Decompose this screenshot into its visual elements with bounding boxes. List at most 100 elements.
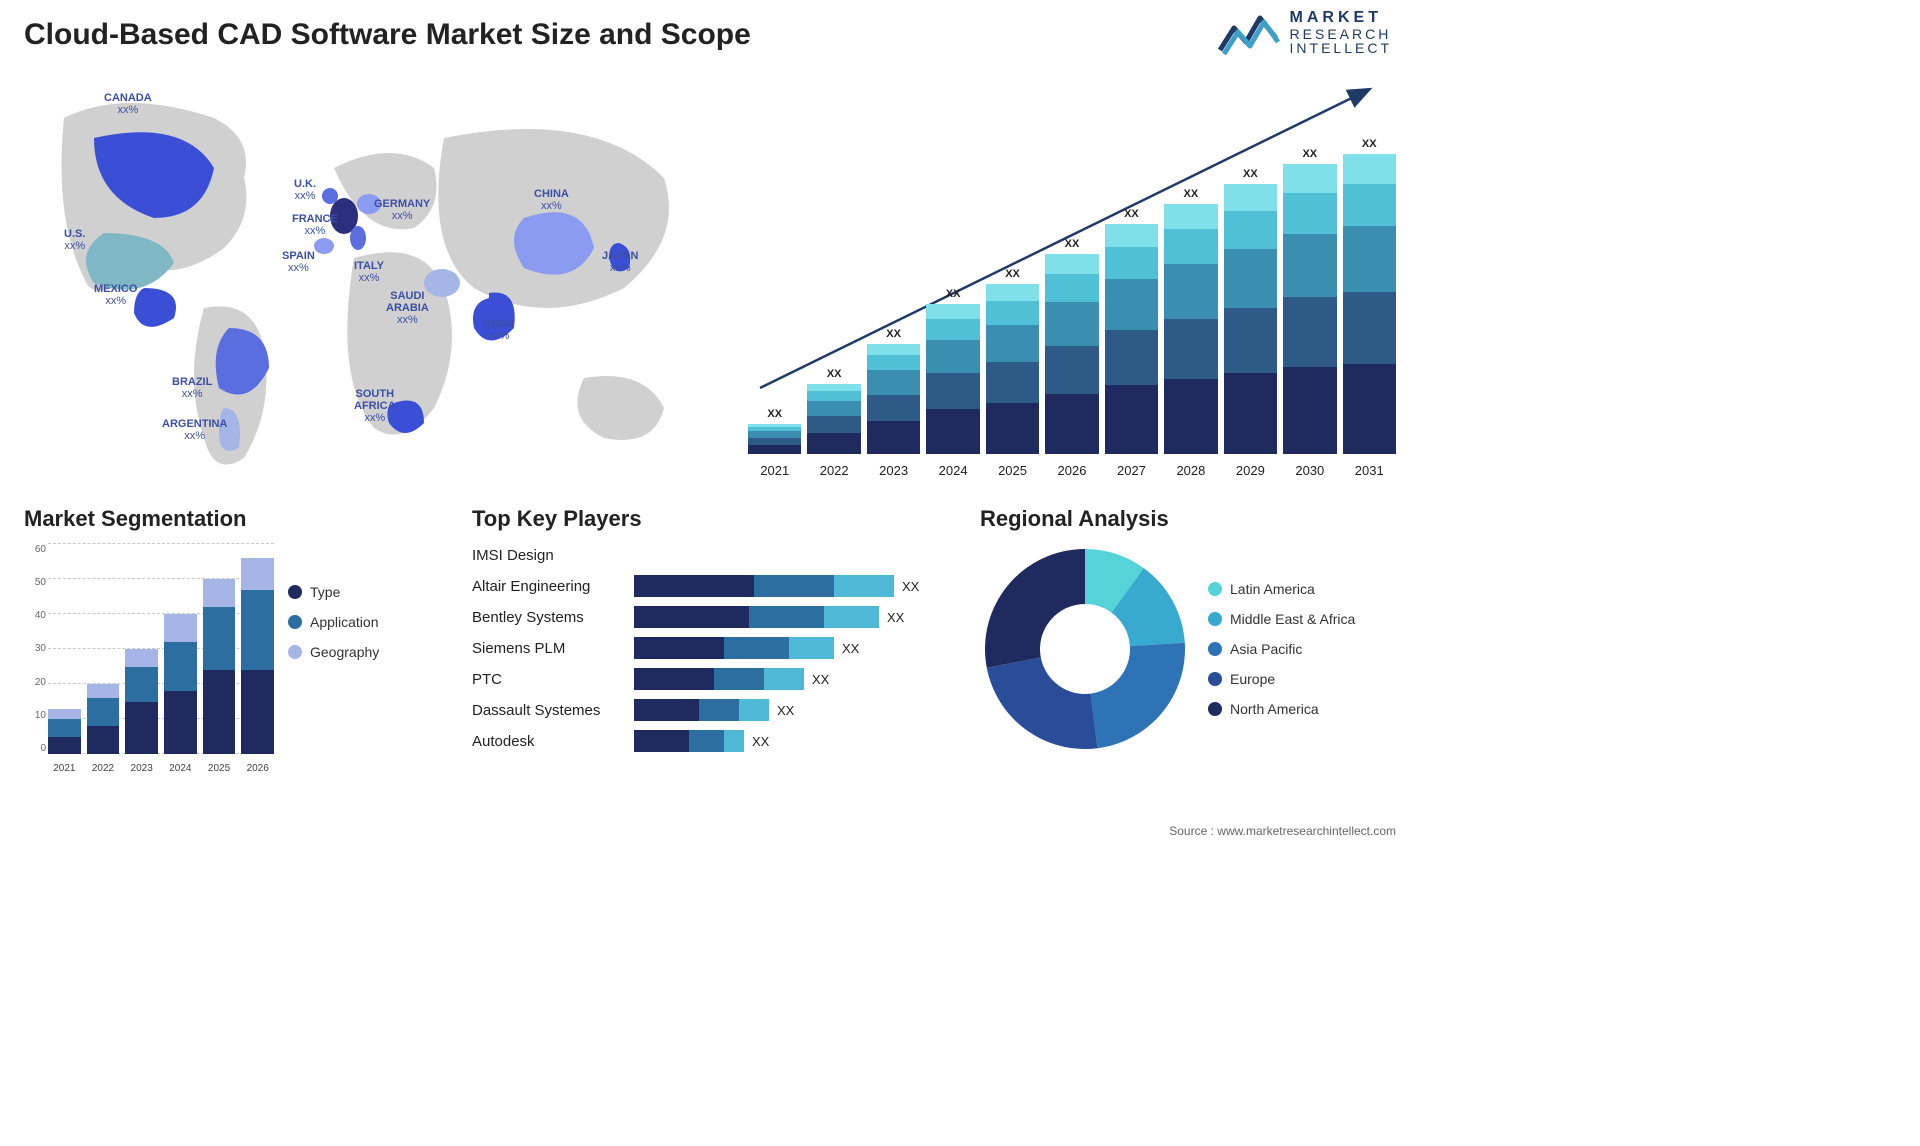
legend-item: Application [288,614,454,630]
player-name: IMSI Design [472,544,622,566]
regional-title: Regional Analysis [980,506,1396,532]
growth-year-label: 2028 [1164,463,1217,478]
player-bar-value: XX [887,610,904,625]
map-label: FRANCExx% [292,213,338,237]
map-label: MEXICOxx% [94,283,137,307]
growth-bar-value: XX [1065,238,1080,250]
legend-item: Type [288,584,454,600]
segmentation-legend: Type Application Geography [288,544,454,774]
map-label: GERMANYxx% [374,198,430,222]
segmentation-panel: Market Segmentation 0102030405060 202120… [24,506,454,774]
growth-chart: XX XX XX XX XX XX XX XX XX XX XX 2021 2022 2023 2024 2… [748,78,1396,478]
map-label: CANADAxx% [104,92,152,116]
key-players-title: Top Key Players [472,506,962,532]
growth-year-label: 2023 [867,463,920,478]
growth-bar-value: XX [767,408,782,420]
source-label: Source : www.marketresearchintellect.com [1169,824,1396,838]
legend-item: Latin America [1208,581,1396,597]
player-bar-value: XX [777,703,794,718]
map-label: SOUTHAFRICAxx% [354,388,396,424]
growth-bar: XX [926,288,979,454]
logo-mark-icon [1218,10,1280,56]
donut-slice [1091,643,1185,748]
legend-item: Geography [288,644,454,660]
legend-item: North America [1208,701,1396,717]
growth-bar: XX [867,328,920,454]
player-bar-value: XX [902,579,919,594]
segmentation-bar [48,709,81,755]
player-bar: XX [634,606,962,628]
player-bar-value: XX [752,734,769,749]
growth-bar: XX [1105,208,1158,454]
player-bar-value: XX [842,641,859,656]
growth-year-label: 2022 [807,463,860,478]
growth-bar-value: XX [886,328,901,340]
player-name: Dassault Systemes [472,699,622,721]
brand-logo: MARKET RESEARCH INTELLECT [1218,10,1392,56]
growth-bar: XX [986,268,1039,454]
growth-bar-value: XX [946,288,961,300]
growth-bar: XX [1045,238,1098,454]
growth-bar-value: XX [1243,168,1258,180]
player-bar [634,544,962,566]
segmentation-bar [203,579,236,754]
player-name: Autodesk [472,730,622,752]
segmentation-bar [125,649,158,754]
player-name: PTC [472,668,622,690]
growth-year-label: 2029 [1224,463,1277,478]
regional-legend: Latin America Middle East & Africa Asia Pa… [1208,581,1396,717]
map-label: CHINAxx% [534,188,569,212]
legend-item: Europe [1208,671,1396,687]
map-label: SAUDIARABIAxx% [386,290,429,326]
map-label: U.K.xx% [294,178,316,202]
map-label: JAPANxx% [602,250,638,274]
key-players-labels: IMSI Design Altair Engineering Bentley Sys… [472,544,622,752]
player-bar-value: XX [812,672,829,687]
player-name: Siemens PLM [472,637,622,659]
segmentation-bar [164,614,197,754]
growth-year-label: 2026 [1045,463,1098,478]
growth-bar: XX [1283,148,1336,454]
player-bar: XX [634,637,962,659]
growth-xaxis: 2021202220232024202520262027202820292030… [748,463,1396,478]
donut-slice [985,549,1085,668]
donut-slice [987,657,1098,749]
growth-bar: XX [748,408,801,454]
world-map-panel: CANADAxx% U.S.xx% MEXICOxx% BRAZILxx% ARGENT… [24,78,724,478]
segmentation-bar [87,684,120,754]
growth-bar-value: XX [1184,188,1199,200]
player-name: Bentley Systems [472,606,622,628]
growth-year-label: 2031 [1343,463,1396,478]
growth-bar-value: XX [1302,148,1317,160]
player-name: Altair Engineering [472,575,622,597]
growth-bar: XX [1343,138,1396,454]
page-title: Cloud-Based CAD Software Market Size and… [24,18,1396,52]
player-bar: XX [634,668,962,690]
legend-item: Middle East & Africa [1208,611,1396,627]
map-label: U.S.xx% [64,228,85,252]
regional-donut-chart [980,544,1190,754]
growth-bar: XX [1164,188,1217,454]
regional-panel: Regional Analysis Latin America Middle Ea… [980,506,1396,774]
growth-bar: XX [807,368,860,454]
growth-year-label: 2027 [1105,463,1158,478]
player-bar: XX [634,699,962,721]
map-label: INDIAxx% [484,318,514,342]
growth-year-label: 2025 [986,463,1039,478]
map-label: ARGENTINAxx% [162,418,227,442]
logo-text: MARKET RESEARCH INTELLECT [1290,10,1392,56]
key-players-panel: Top Key Players IMSI Design Altair Engine… [472,506,962,774]
map-label: BRAZILxx% [172,376,212,400]
segmentation-title: Market Segmentation [24,506,454,532]
growth-bar-value: XX [1005,268,1020,280]
growth-bar-value: XX [1362,138,1377,150]
legend-item: Asia Pacific [1208,641,1396,657]
segmentation-chart: 0102030405060 202120222023202420252026 [24,544,274,774]
growth-bar-value: XX [827,368,842,380]
key-players-bars: XX XX XX XX XX XX [634,544,962,752]
growth-year-label: 2021 [748,463,801,478]
growth-bar: XX [1224,168,1277,454]
segmentation-bar [241,558,274,754]
growth-year-label: 2024 [926,463,979,478]
map-label: ITALYxx% [354,260,384,284]
